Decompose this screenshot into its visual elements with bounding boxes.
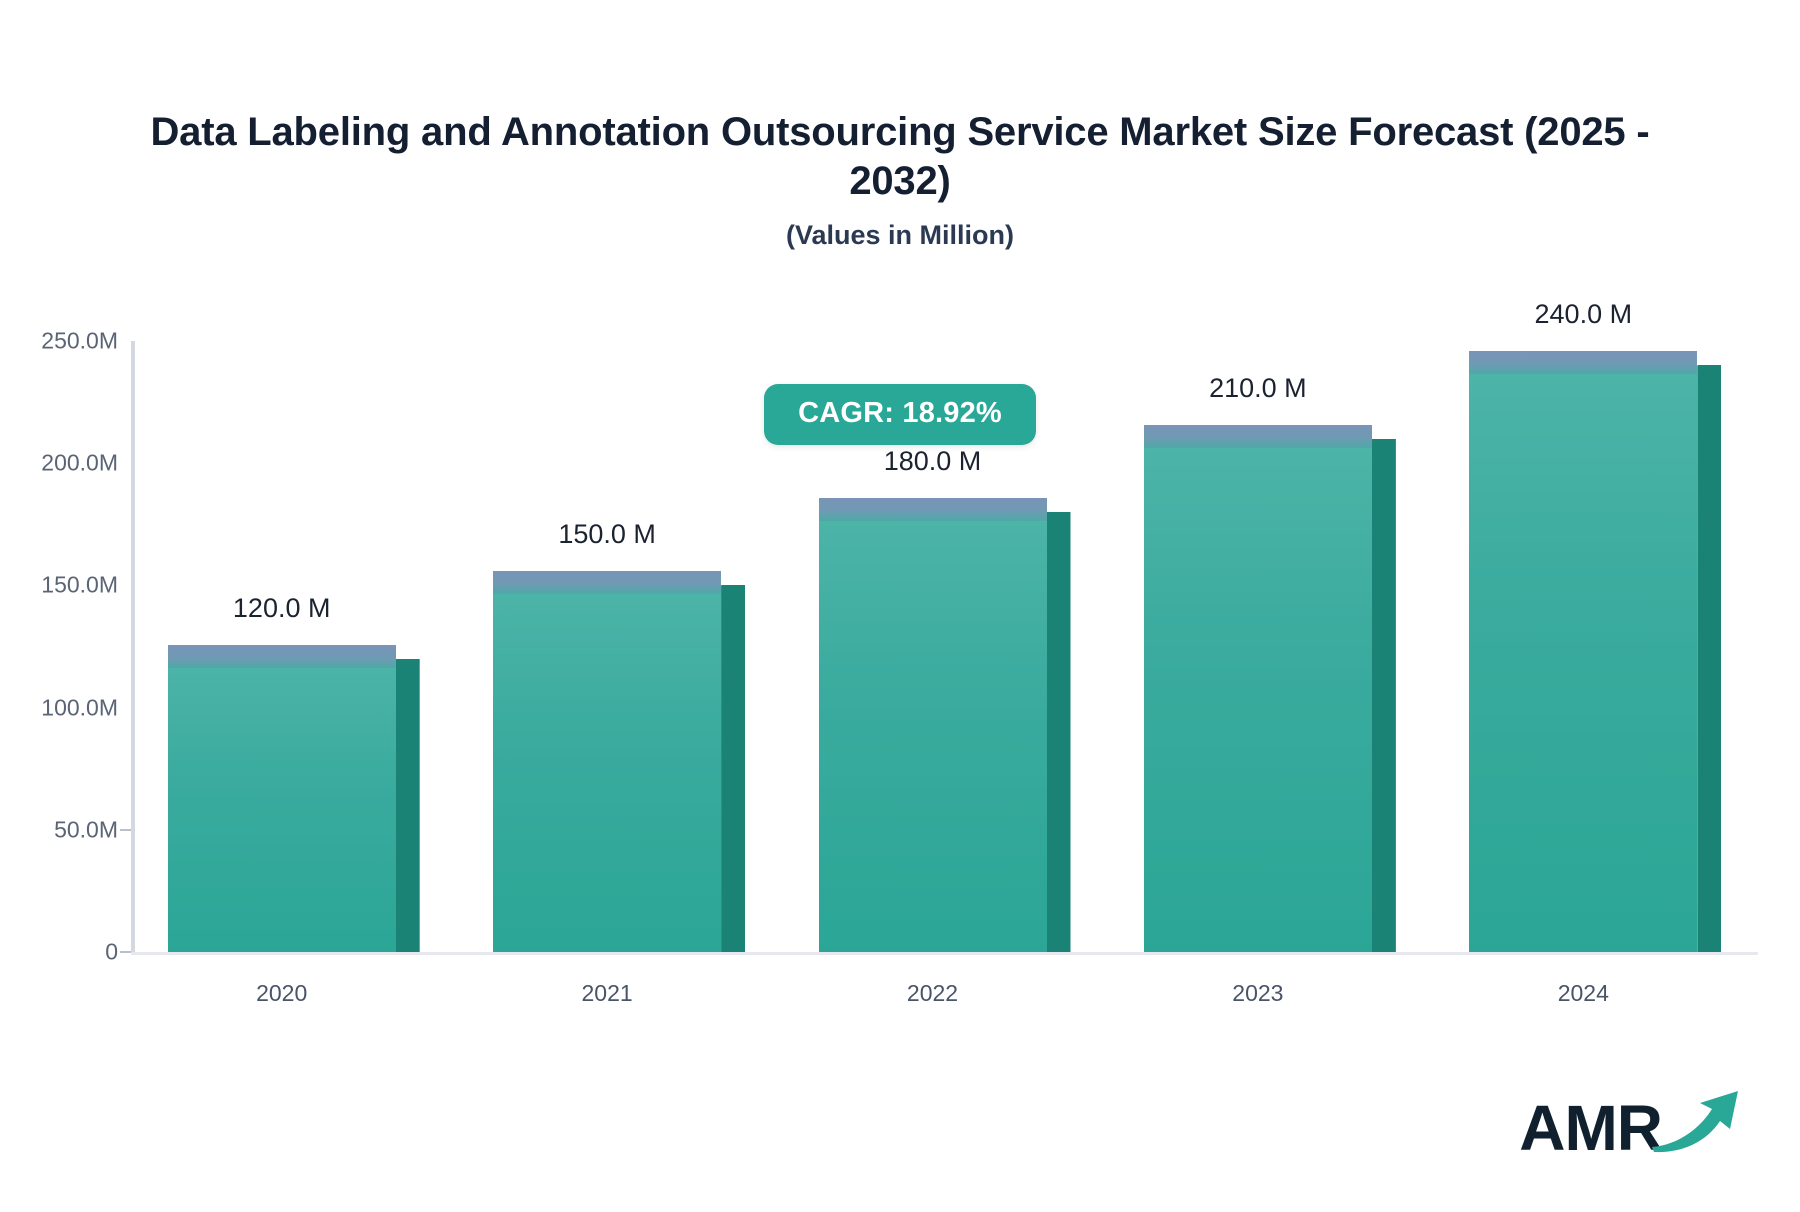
x-axis-category-label: 2020 xyxy=(256,980,308,1006)
x-axis-category-label: 2022 xyxy=(906,980,959,1006)
bar-side-face xyxy=(1046,512,1071,952)
y-axis-tick-mark xyxy=(120,828,131,831)
y-axis-tick-label: 0 xyxy=(105,938,118,965)
bar-value-label: 210.0 M xyxy=(1209,372,1307,403)
x-axis-line xyxy=(131,952,1758,955)
bar-top-face xyxy=(1143,424,1372,448)
bar-front-face xyxy=(1143,438,1372,952)
bar-group[interactable]: 150.0 M 2021 xyxy=(493,0,746,1212)
bar-group[interactable]: 120.0 M 2020 xyxy=(167,0,420,1212)
y-axis-tick-label: 150.0M xyxy=(41,571,118,598)
bar-side-face xyxy=(395,658,420,952)
bar-series: 120.0 M 2020 150.0 M 2021 180.0 M 2022 210.0 M… xyxy=(131,0,1758,1212)
bar-column[interactable] xyxy=(167,644,420,952)
bar-top-face xyxy=(493,571,722,595)
y-axis-tick-label: 50.0M xyxy=(54,816,118,843)
bar-group[interactable]: 180.0 M 2022 xyxy=(818,0,1071,1212)
logo-wordmark: AMR xyxy=(1519,1092,1663,1164)
amr-logo: AMR xyxy=(1519,1074,1742,1160)
bar-side-face xyxy=(1697,365,1722,952)
bar-front-face xyxy=(1469,365,1698,952)
bar-group[interactable]: 240.0 M 2024 xyxy=(1469,0,1722,1212)
cagr-status-badge: CAGR: 18.92% xyxy=(764,384,1036,445)
y-axis-tick-label: 250.0M xyxy=(41,327,118,354)
y-axis-line xyxy=(131,341,135,955)
bar-column[interactable] xyxy=(1469,351,1722,952)
bar-value-label: 120.0 M xyxy=(232,592,331,623)
bar-front-face xyxy=(818,512,1047,952)
y-axis-tick-label: 200.0M xyxy=(41,449,118,476)
x-axis-category-label: 2023 xyxy=(1232,980,1284,1006)
y-axis-labels: 0 50.0M 100.0M 150.0M 200.0M 250.0M xyxy=(0,0,131,1212)
title-block: Data Labeling and Annotation Outsourcing… xyxy=(120,108,1680,445)
bar-top-face xyxy=(167,644,396,668)
bar-value-label: 150.0 M xyxy=(558,519,656,550)
bar-value-label: 240.0 M xyxy=(1534,299,1633,330)
bar-column[interactable] xyxy=(1143,424,1396,952)
y-axis-tick-mark xyxy=(120,951,131,953)
bar-value-label: 180.0 M xyxy=(883,446,982,477)
growth-arrow-icon xyxy=(1650,1087,1742,1158)
x-axis-category-label: 2021 xyxy=(581,980,633,1006)
bar-column[interactable] xyxy=(818,498,1071,952)
bar-top-face xyxy=(818,498,1047,522)
bar-group[interactable]: 210.0 M 2023 xyxy=(1143,0,1396,1212)
y-axis-tick-label: 100.0M xyxy=(41,694,118,721)
bar-side-face xyxy=(721,585,746,952)
chart-title: Data Labeling and Annotation Outsourcing… xyxy=(150,110,1650,203)
bar-side-face xyxy=(1371,438,1396,952)
chart-subtitle: (Values in Million) xyxy=(785,219,1015,250)
bar-front-face xyxy=(493,585,722,952)
bar-column[interactable] xyxy=(493,571,746,952)
x-axis-category-label: 2024 xyxy=(1557,980,1609,1006)
cagr-badge-wrap: CAGR: 18.92% xyxy=(120,384,1680,445)
bar-front-face xyxy=(167,658,396,952)
bar-top-face xyxy=(1469,351,1698,375)
